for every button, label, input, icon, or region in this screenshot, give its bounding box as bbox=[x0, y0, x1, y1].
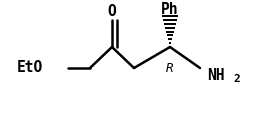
Text: EtO: EtO bbox=[17, 60, 43, 76]
Text: Ph: Ph bbox=[161, 3, 179, 18]
Text: NH: NH bbox=[207, 68, 225, 83]
Text: R: R bbox=[166, 62, 174, 75]
Text: O: O bbox=[108, 4, 116, 19]
Text: 2: 2 bbox=[233, 74, 240, 84]
